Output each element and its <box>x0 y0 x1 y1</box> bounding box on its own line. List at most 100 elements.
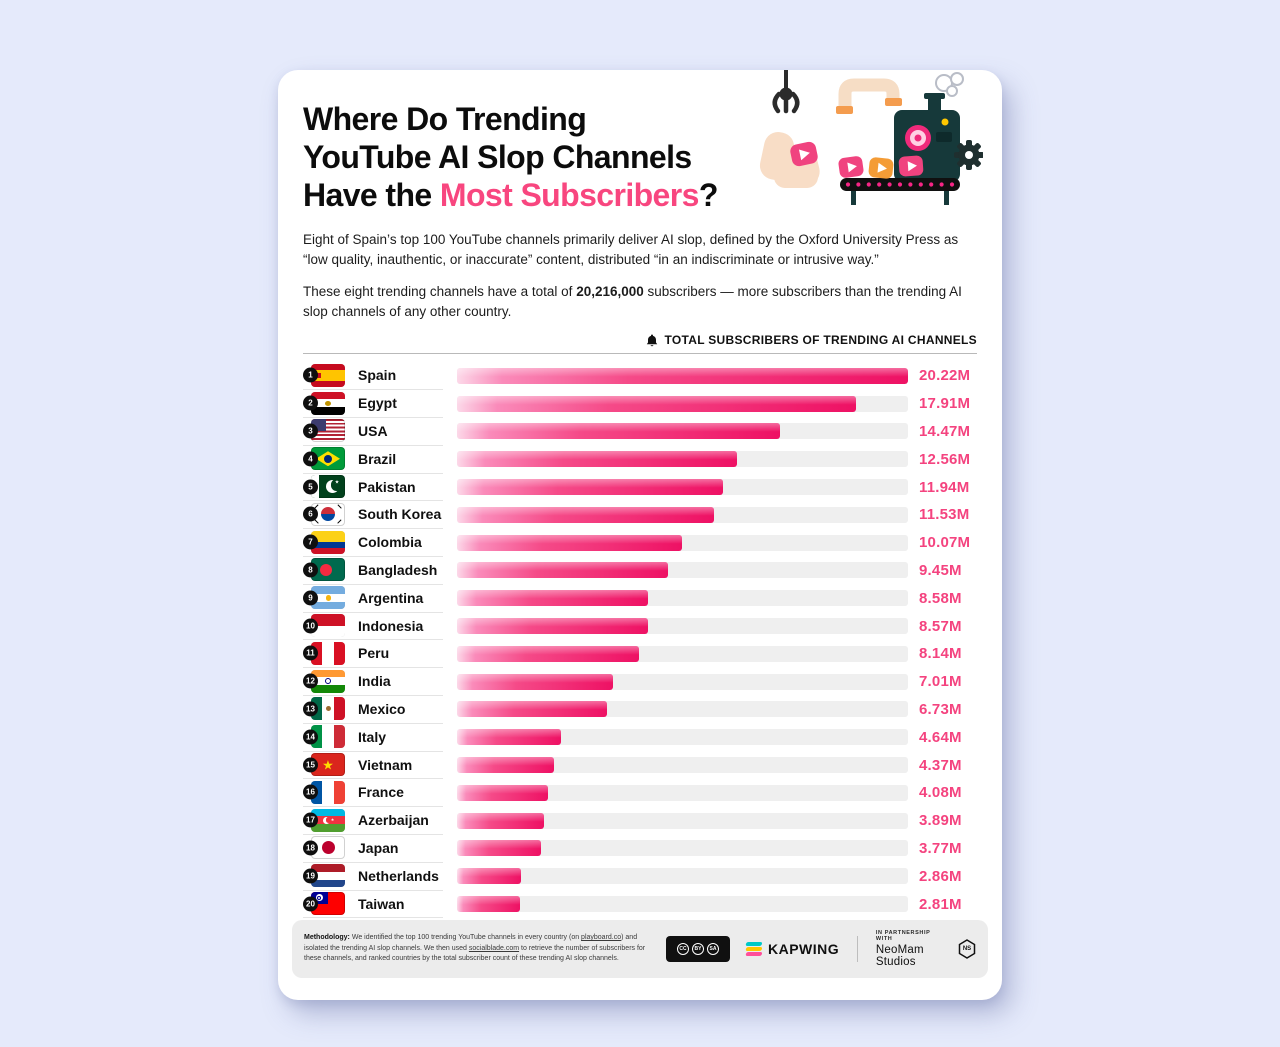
country-cell: 1 Spain <box>303 362 443 391</box>
country-cell: 16 France <box>303 778 443 808</box>
bar-track <box>457 701 908 718</box>
rank-badge: 10 <box>303 618 318 634</box>
country-cell: 18 Japan <box>303 834 443 863</box>
value-label: 3.77M <box>919 839 962 857</box>
rank-badge: 8 <box>303 562 318 578</box>
table-row: 2 Egypt 17.91M <box>303 390 977 419</box>
country-cell: 3 USA <box>303 417 443 446</box>
table-row: 8 Bangladesh 9.45M <box>303 557 977 585</box>
slop-machine-illustration <box>759 70 983 205</box>
country-flag-icon <box>311 864 345 888</box>
rank-badge: 2 <box>303 395 318 411</box>
country-label: Azerbaijan <box>358 812 429 829</box>
bar-fill <box>457 562 668 579</box>
table-row: 6 South Korea 11.53M <box>303 500 977 530</box>
rank-badge: 20 <box>303 896 318 912</box>
title-line-3: Have the Most Subscribers? <box>303 177 718 213</box>
chart-header: TOTAL SUBSCRIBERS OF TRENDING AI CHANNEL… <box>303 333 977 347</box>
country-flag-icon <box>311 502 345 526</box>
conveyor-dots <box>845 182 955 187</box>
partnership-block: IN PARTNERSHIP WITH NeoMam Studios <box>876 930 944 968</box>
country-label: Colombia <box>358 534 422 551</box>
country-label: Taiwan <box>358 895 405 912</box>
header-divider <box>303 353 977 354</box>
value-label: 10.07M <box>919 534 971 552</box>
gear-icon <box>954 140 983 170</box>
country-label: USA <box>358 422 388 439</box>
intro-paragraph-2: These eight trending channels have a tot… <box>303 283 962 319</box>
table-row: 19 Netherlands 2.86M <box>303 862 977 891</box>
table-row: 14 Italy 4.64M <box>303 723 977 752</box>
bar-track <box>457 451 908 468</box>
value-label: 11.94M <box>919 478 970 496</box>
country-flag-icon <box>311 363 345 387</box>
bar-fill <box>457 840 542 857</box>
bar-fill <box>457 534 682 551</box>
country-label: Mexico <box>358 700 406 717</box>
bell-icon <box>647 334 658 346</box>
value-label: 4.37M <box>919 756 962 774</box>
cc-icon-cc: CC <box>677 943 689 955</box>
country-label: Italy <box>358 728 387 745</box>
bar-fill <box>457 590 649 607</box>
kapwing-logo: KAPWING <box>745 941 840 957</box>
steam-icon <box>935 72 964 97</box>
country-cell: 7 Colombia <box>303 528 443 558</box>
bar-fill <box>457 618 649 635</box>
socialblade-link[interactable]: socialblade.com <box>468 944 520 952</box>
infographic-card: Where Do Trending YouTube AI Slop Channe… <box>278 70 1002 1000</box>
rank-badge: 9 <box>303 590 318 606</box>
value-label: 8.14M <box>919 645 962 663</box>
footer: Methodology: We identified the top 100 t… <box>292 920 988 978</box>
country-flag-icon <box>311 447 345 471</box>
bar-track <box>457 896 908 913</box>
bar-track <box>457 784 908 801</box>
country-cell: 20 Taiwan <box>303 890 443 919</box>
value-label: 4.08M <box>919 784 962 802</box>
footer-divider <box>857 936 858 962</box>
rank-badge: 14 <box>303 729 318 745</box>
claw-icon <box>772 70 800 114</box>
page-title: Where Do Trending YouTube AI Slop Channe… <box>303 100 977 214</box>
country-cell: 19 Netherlands <box>303 862 443 891</box>
table-row: 11 Peru 8.14M <box>303 640 977 669</box>
country-flag-icon <box>311 530 345 554</box>
playboard-link[interactable]: playboard.co <box>581 934 622 942</box>
bar-track <box>457 812 908 829</box>
bar-track <box>457 506 908 523</box>
bar-fill <box>457 812 544 829</box>
country-flag-icon <box>311 836 345 860</box>
country-cell: 5 ★ Pakistan <box>303 473 443 502</box>
bar-fill <box>457 784 548 801</box>
country-label: Bangladesh <box>358 561 438 578</box>
country-label: Argentina <box>358 589 424 606</box>
bar-track <box>457 423 908 440</box>
bar-fill <box>457 868 521 885</box>
country-cell: 6 South Korea <box>303 500 443 530</box>
play-button-icon <box>790 141 818 167</box>
country-label: South Korea <box>358 506 442 523</box>
table-row: 15 ★ Vietnam 4.37M <box>303 751 977 780</box>
bar-fill <box>457 367 908 384</box>
bar-fill <box>457 479 724 496</box>
chart-rows: 1 Spain 20.22M 2 Egypt 17.91M <box>303 362 977 919</box>
value-label: 11.53M <box>919 506 970 524</box>
rank-badge: 18 <box>303 840 318 856</box>
country-cell: 17 ★ Azerbaijan <box>303 806 443 836</box>
rank-badge: 3 <box>303 423 318 439</box>
country-label: France <box>358 784 404 801</box>
country-label: Netherlands <box>358 867 439 884</box>
value-label: 9.45M <box>919 561 962 579</box>
country-label: India <box>358 673 391 690</box>
bar-fill <box>457 506 715 523</box>
country-cell: 15 ★ Vietnam <box>303 751 443 780</box>
kapwing-wordmark: KAPWING <box>768 941 840 957</box>
rank-badge: 16 <box>303 784 318 800</box>
methodology-text: Methodology: We identified the top 100 t… <box>304 934 646 963</box>
title-highlight: Most Subscribers <box>439 177 700 213</box>
bar-track <box>457 673 908 690</box>
country-flag-icon <box>311 391 345 415</box>
country-label: Pakistan <box>358 478 416 495</box>
cc-icon-sa: SA <box>707 943 719 955</box>
chart-header-label: TOTAL SUBSCRIBERS OF TRENDING AI CHANNEL… <box>664 333 977 347</box>
